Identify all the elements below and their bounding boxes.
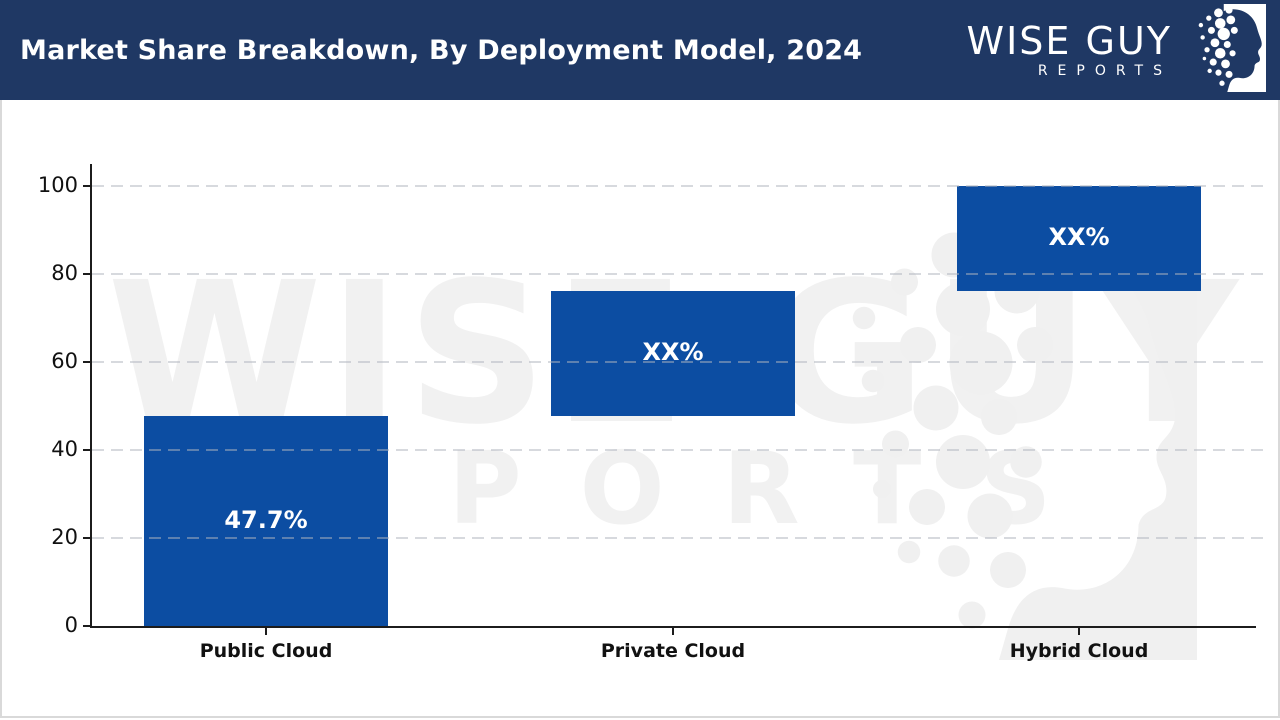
bar-public-cloud (144, 416, 388, 626)
chart-area: WISE GUY REPORTS 02040608010047.7%Public… (0, 100, 1280, 718)
y-tick-label-20: 20 (51, 525, 78, 549)
x-tick-private-cloud (672, 628, 674, 635)
y-tick-80 (83, 273, 90, 275)
x-category-label-hybrid-cloud: Hybrid Cloud (1009, 640, 1149, 662)
y-tick-label-0: 0 (64, 613, 78, 637)
logo-subtitle: REPORTS (1037, 63, 1172, 79)
y-tick-100 (83, 185, 90, 187)
bar-value-label-private-cloud: XX% (642, 338, 704, 367)
header-bar: Market Share Breakdown, By Deployment Mo… (0, 0, 1280, 100)
bar-value-label-public-cloud: 47.7% (224, 506, 308, 535)
y-tick-20 (83, 537, 90, 539)
x-axis-line (90, 626, 1256, 628)
y-tick-40 (83, 449, 90, 451)
gridline-40 (92, 449, 1266, 451)
page-title: Market Share Breakdown, By Deployment Mo… (20, 34, 863, 66)
gridline-20 (92, 537, 1266, 539)
wise-guy-reports-logo: WISE GUY REPORTS (967, 4, 1280, 96)
gridline-60 (92, 361, 1266, 363)
logo-wordmark: WISE GUY (966, 19, 1172, 63)
x-category-label-private-cloud: Private Cloud (600, 640, 746, 662)
y-tick-label-80: 80 (51, 261, 78, 285)
logo-text: WISE GUY REPORTS (967, 22, 1172, 78)
y-tick-60 (83, 361, 90, 363)
bar-value-label-hybrid-cloud: XX% (1048, 223, 1110, 252)
plot-region: 0 20 40 60 80 100 47.7% Public Cloud XX% Private … (2, 100, 1280, 718)
x-category-label-public-cloud: Public Cloud (199, 640, 333, 662)
y-tick-0 (83, 625, 90, 627)
y-axis-line (90, 164, 92, 628)
y-tick-label-40: 40 (51, 437, 78, 461)
gridline-100 (92, 185, 1266, 187)
x-tick-public-cloud (265, 628, 267, 635)
dotted-head-logo-icon (1178, 4, 1266, 96)
y-tick-label-100: 100 (37, 173, 78, 197)
y-tick-label-60: 60 (51, 349, 78, 373)
bar-private-cloud (551, 290, 795, 417)
gridline-80 (92, 273, 1266, 275)
x-tick-hybrid-cloud (1078, 628, 1080, 635)
